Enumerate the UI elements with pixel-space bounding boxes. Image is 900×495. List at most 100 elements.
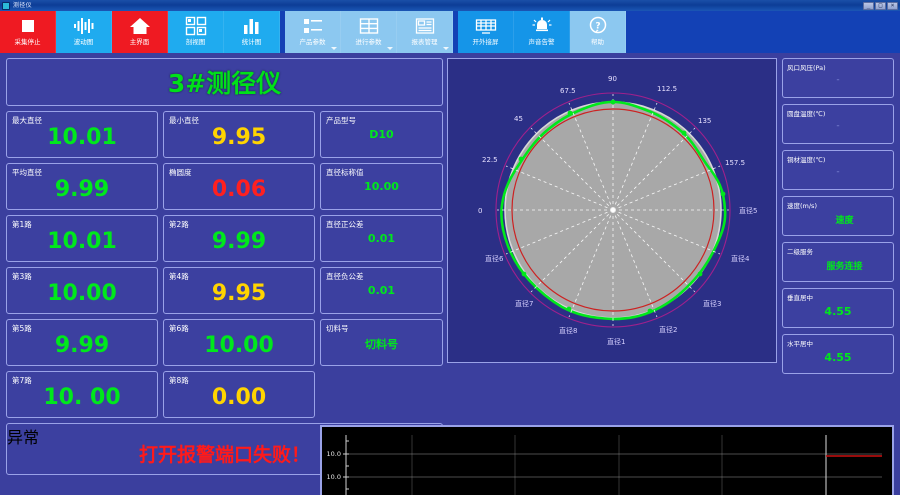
toolbar-button-section-view[interactable]: 剖视图 [168,11,224,53]
waveform-icon [73,15,95,37]
toolbar-button-fluctuation-chart[interactable]: 波动图 [56,11,112,53]
field-avg-diameter: 平均直径 9.99 [6,163,158,210]
field-value: 切料号 [365,338,398,351]
diameter-trend-chart[interactable]: × 10.0 10.0 10.0 -400 -300 -200 -100 0 [320,425,894,495]
polar-diameter-chart[interactable]: 0 22.5 45 67.5 90 112.5 135 157.5 直径5 直径… [447,58,777,363]
toolbar-button-help[interactable]: ? 帮助 [570,11,626,53]
field-label: 平均直径 [12,168,42,177]
polar-diameter-label-7: 直径7 [515,299,533,308]
field-label: 切料号 [326,324,349,333]
polar-diameter-label-2: 直径2 [659,325,677,334]
sidebar-field-label: 速度(m/s) [787,202,817,210]
field-value: 9.95 [211,281,267,306]
toolbar-button-external-screen[interactable]: 开外接屏 [458,11,514,53]
sidebar-field-vertical-center: 垂直居中 4.55 [782,288,894,328]
measurement-row: 平均直径 9.99 椭圆度 0.06 直径标称值 10.00 [6,163,443,210]
polar-diameter-label-6: 直径6 [485,254,504,263]
field-value: 9.99 [54,177,110,202]
polar-angle-labels: 0 22.5 45 67.5 90 112.5 135 157.5 [478,75,745,215]
device-title-panel: 3#测径仪 [6,58,443,106]
field-channel-2: 第2路 9.99 [163,215,315,262]
measurement-row: 最大直径 10.01 最小直径 9.95 产品型号 D10 [6,111,443,158]
polar-diameter-label-5: 直径5 [739,206,757,215]
field-product-model: 产品型号 D10 [320,111,443,158]
field-ovality: 椭圆度 0.06 [163,163,315,210]
polar-chart-svg: 0 22.5 45 67.5 90 112.5 135 157.5 直径5 直径… [478,75,757,346]
field-value: 9.99 [54,333,110,358]
close-button[interactable]: × [887,1,898,10]
field-label: 最小直径 [169,116,199,125]
polar-angle-label-112-5: 112.5 [657,85,677,93]
toolbar-label: 波动图 [73,38,94,46]
screen-icon [474,15,498,37]
measurement-row: 第5路 9.99 第6路 10.00 切料号 切料号 [6,319,443,366]
sidebar-field-value: - [836,167,840,177]
field-value: 0.00 [211,385,267,410]
polar-angle-label-157-5: 157.5 [725,159,745,167]
polar-vertex-markers [518,99,726,314]
sidebar-field-speed: 速度(m/s) 速度 [782,196,894,236]
polar-angle-label-0: 0 [478,207,482,215]
sidebar-field-value: 4.55 [824,305,852,318]
field-label: 直径负公差 [326,272,364,281]
polar-angle-label-67-5: 67.5 [560,87,576,95]
trend-y-label-1: 10.0 [327,473,341,481]
polar-nominal-circle [511,108,715,312]
sidebar-field-value: 服务连接 [826,262,863,272]
chevron-down-icon[interactable] [443,47,449,50]
window-controls[interactable]: _ □ × [863,1,898,10]
measurement-row: 第3路 10.00 第4路 9.95 直径负公差 0.01 [6,267,443,314]
field-channel-8: 第8路 0.00 [163,371,315,418]
polar-diameter-label-8: 直径8 [559,326,577,335]
field-channel-6: 第6路 10.00 [163,319,315,366]
toolbar-button-sound-alarm[interactable]: 声音告警 [514,11,570,53]
maximize-button[interactable]: □ [875,1,886,10]
toolbar-label: 主界面 [129,38,150,46]
sidebar-field-value: 速度 [835,216,854,226]
home-icon [129,15,151,37]
bar-chart-icon [241,15,263,37]
toolbar-separator-2 [453,11,458,53]
field-value: 10.00 [47,281,117,306]
toolbar-button-statistics-chart[interactable]: 统计图 [224,11,280,53]
sidebar-field-air-pressure: 风口风压(Pa) - [782,58,894,98]
trend-y-label-0: 10.0 [327,450,341,458]
polar-chart-canvas: 0 22.5 45 67.5 90 112.5 135 157.5 直径5 直径… [450,61,774,360]
report-icon [414,15,436,37]
field-value: 9.99 [211,229,267,254]
field-value: 0.01 [367,232,396,245]
sidebar-field-label: 垂直居中 [787,294,813,302]
polar-measured-profile [500,100,727,321]
polar-diameter-label-3: 直径3 [703,299,721,308]
polar-angle-label-90: 90 [608,75,617,83]
measurement-row: 第7路 10. 00 第8路 0.00 [6,371,443,418]
polar-angle-label-135: 135 [698,117,711,125]
toolbar-button-stop-collection[interactable]: 采集停止 [0,11,56,53]
toolbar-label: 剖视图 [185,38,206,46]
field-channel-4: 第4路 9.95 [163,267,315,314]
trend-chart-svg: × 10.0 10.0 10.0 -400 -300 -200 -100 0 [322,427,892,495]
page-title: 3#测径仪 [167,69,282,98]
measurement-row: 第1路 10.01 第2路 9.99 直径正公差 0.01 [6,215,443,262]
minimize-button[interactable]: _ [863,1,874,10]
chevron-down-icon[interactable] [387,47,393,50]
sidebar-field-value: 4.55 [824,351,852,364]
toolbar-button-process-parameters[interactable]: 进行参数 [341,11,397,53]
title-bar: 测径仪 _ □ × [0,0,900,11]
polar-diameter-label-1: 直径1 [607,337,625,346]
field-channel-1: 第1路 10.01 [6,215,158,262]
field-value: 0.06 [211,177,267,202]
toolbar-button-product-parameters[interactable]: 产品参数 [285,11,341,53]
trend-y-tick-labels: 10.0 10.0 10.0 [327,450,341,481]
field-nominal-diameter: 直径标称值 10.00 [320,163,443,210]
table-grid-icon [358,15,380,37]
chevron-down-icon[interactable] [331,47,337,50]
toolbar-button-main-screen[interactable]: 主界面 [112,11,168,53]
polar-tolerance-circle [495,92,731,328]
field-label: 第5路 [12,324,32,333]
help-icon: ? [587,15,609,37]
toolbar-button-report-management[interactable]: 报表管理 [397,11,453,53]
field-value: D10 [369,128,394,141]
field-channel-5: 第5路 9.99 [6,319,158,366]
sidebar-field-label: 风口风压(Pa) [787,64,826,72]
